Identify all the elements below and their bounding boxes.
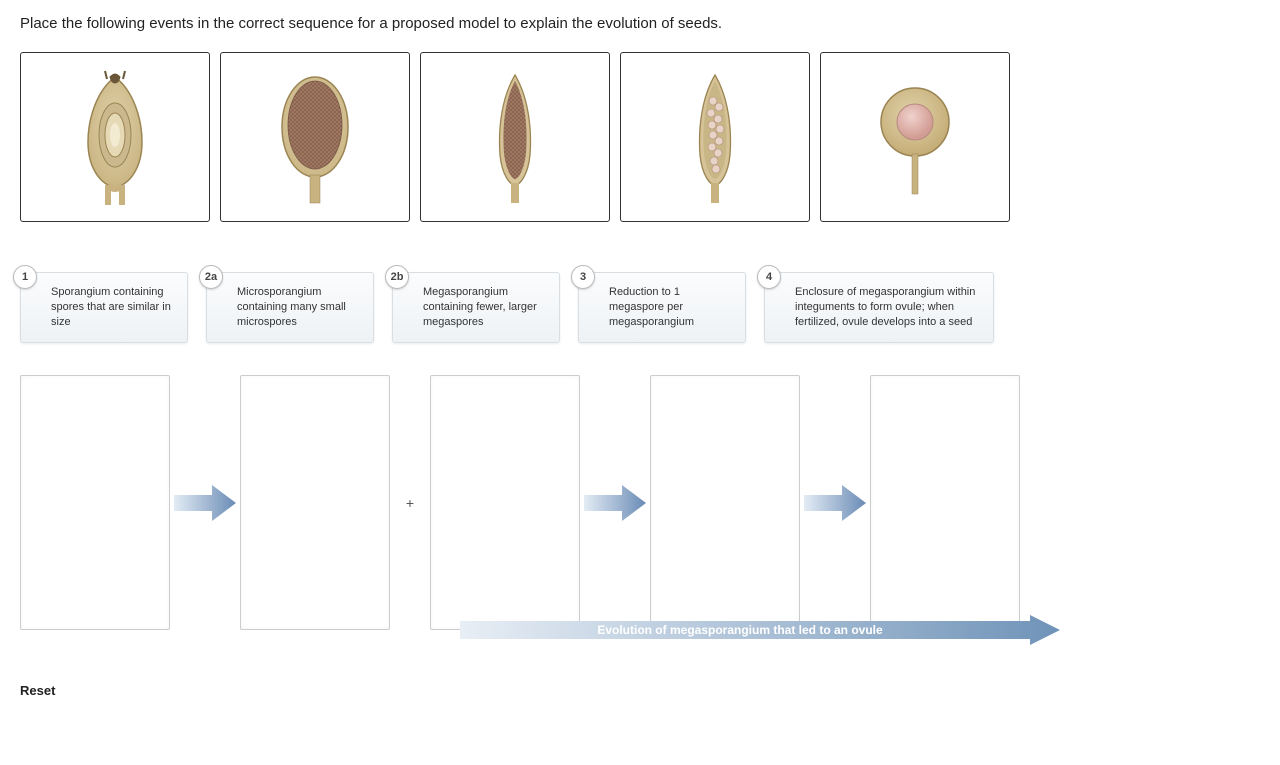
image-card[interactable]	[20, 52, 210, 222]
reset-button[interactable]: Reset	[20, 683, 55, 698]
svg-text:Evolution of megasporangium th: Evolution of megasporangium that led to …	[597, 623, 883, 637]
label-card-2b[interactable]: 2b Megasporangium containing fewer, larg…	[392, 272, 560, 343]
sequence-arrow-icon	[800, 483, 870, 523]
microsporangium-icon	[270, 67, 360, 207]
label-card-1[interactable]: 1 Sporangium containing spores that are …	[20, 272, 188, 343]
megasporangium-narrow-icon	[480, 67, 550, 207]
plus-separator: +	[390, 495, 430, 511]
label-card-2a[interactable]: 2a Microsporangium containing many small…	[206, 272, 374, 343]
label-row: 1 Sporangium containing spores that are …	[20, 272, 1260, 343]
label-card-4[interactable]: 4 Enclosure of megasporangium within int…	[764, 272, 994, 343]
sequence-arrow-icon	[580, 483, 650, 523]
image-card[interactable]	[220, 52, 410, 222]
label-text: Reduction to 1 megaspore per megasporang…	[609, 286, 694, 328]
drop-zone-row: + Evolution of megasporangium that led t…	[20, 373, 1260, 633]
drop-zone[interactable]	[430, 375, 580, 630]
label-number-badge: 3	[571, 265, 595, 289]
label-text: Sporangium containing spores that are si…	[51, 286, 171, 328]
label-text: Microsporangium containing many small mi…	[237, 286, 346, 328]
image-card[interactable]	[420, 52, 610, 222]
image-card-row	[20, 52, 1260, 222]
image-card[interactable]	[820, 52, 1010, 222]
drop-zone[interactable]	[20, 375, 170, 630]
label-text: Megasporangium containing fewer, larger …	[423, 286, 537, 328]
evolution-summary-arrow: Evolution of megasporangium that led to …	[460, 615, 1060, 645]
sporangium-similar-spores-icon	[70, 67, 160, 207]
question-text: Place the following events in the correc…	[20, 15, 1260, 32]
megasporangium-few-spores-icon	[680, 67, 750, 207]
label-number-badge: 4	[757, 265, 781, 289]
drop-zone[interactable]	[650, 375, 800, 630]
drop-zone[interactable]	[240, 375, 390, 630]
label-number-badge: 2b	[385, 265, 409, 289]
label-number-badge: 2a	[199, 265, 223, 289]
label-text: Enclosure of megasporangium within integ…	[795, 286, 975, 328]
image-card[interactable]	[620, 52, 810, 222]
label-number-badge: 1	[13, 265, 37, 289]
sequence-arrow-icon	[170, 483, 240, 523]
label-card-3[interactable]: 3 Reduction to 1 megaspore per megaspora…	[578, 272, 746, 343]
ovule-icon	[870, 67, 960, 207]
drop-zone[interactable]	[870, 375, 1020, 630]
